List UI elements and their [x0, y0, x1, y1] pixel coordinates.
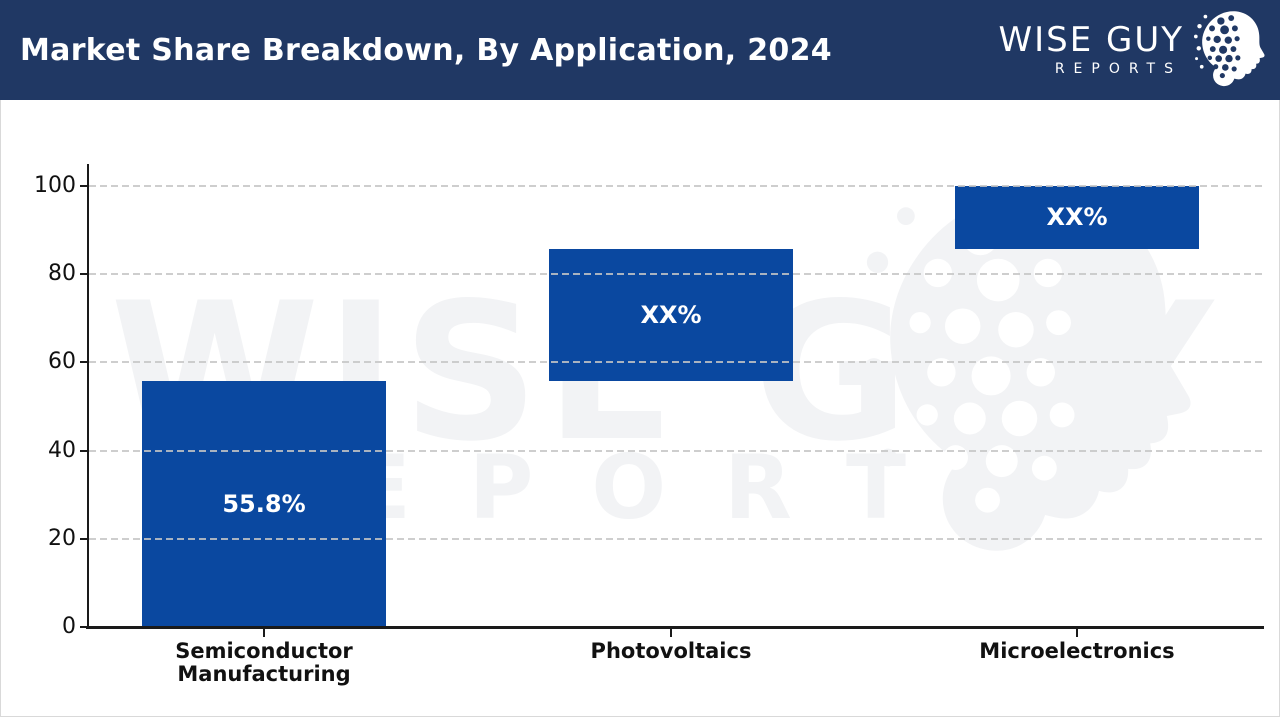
y-tick-label: 60	[48, 349, 76, 375]
y-tick-label: 0	[62, 614, 76, 639]
y-tick-mark	[80, 273, 88, 276]
brand-logo: WISE GUY REPORTS	[998, 7, 1280, 94]
y-tick-label: 20	[48, 525, 76, 551]
x-tick-mark	[1076, 629, 1078, 637]
x-category-label: Photovoltaics	[590, 639, 752, 663]
gridline	[89, 273, 1262, 276]
x-category-label: Semiconductor Manufacturing	[175, 639, 353, 686]
y-tick-mark	[80, 626, 88, 628]
y-axis-spine	[87, 164, 89, 629]
bar-value-label: XX%	[1046, 203, 1108, 232]
x-tick-mark	[670, 629, 672, 637]
y-tick-mark	[80, 361, 88, 364]
bar-value-label: 55.8%	[222, 489, 306, 518]
y-tick-label: 80	[48, 261, 76, 287]
bar: XX%	[549, 248, 793, 381]
bar: XX%	[955, 186, 1199, 249]
y-tick-mark	[80, 449, 88, 452]
x-tick-mark	[263, 629, 265, 637]
y-tick-mark	[80, 537, 88, 540]
bottom-border	[0, 716, 1280, 717]
gridline	[89, 537, 1262, 540]
y-tick-label: 100	[34, 173, 76, 198]
page-title: Market Share Breakdown, By Application, …	[20, 32, 832, 68]
brand-subname: REPORTS	[1054, 61, 1182, 77]
gridline	[89, 185, 1262, 187]
brand-wordmark: WISE GUY REPORTS	[998, 23, 1184, 77]
bar: 55.8%	[142, 380, 386, 627]
y-tick-label: 40	[48, 437, 76, 463]
header-bar: Market Share Breakdown, By Application, …	[0, 0, 1280, 100]
y-tick-mark	[80, 185, 88, 187]
bar-value-label: XX%	[640, 300, 702, 329]
brand-name: WISE GUY	[998, 20, 1184, 60]
x-category-label: Microelectronics	[979, 639, 1175, 663]
wiseguy-head-icon	[1193, 10, 1265, 86]
x-axis-line	[86, 626, 1264, 629]
gridline	[89, 361, 1262, 364]
gridline	[89, 449, 1262, 452]
